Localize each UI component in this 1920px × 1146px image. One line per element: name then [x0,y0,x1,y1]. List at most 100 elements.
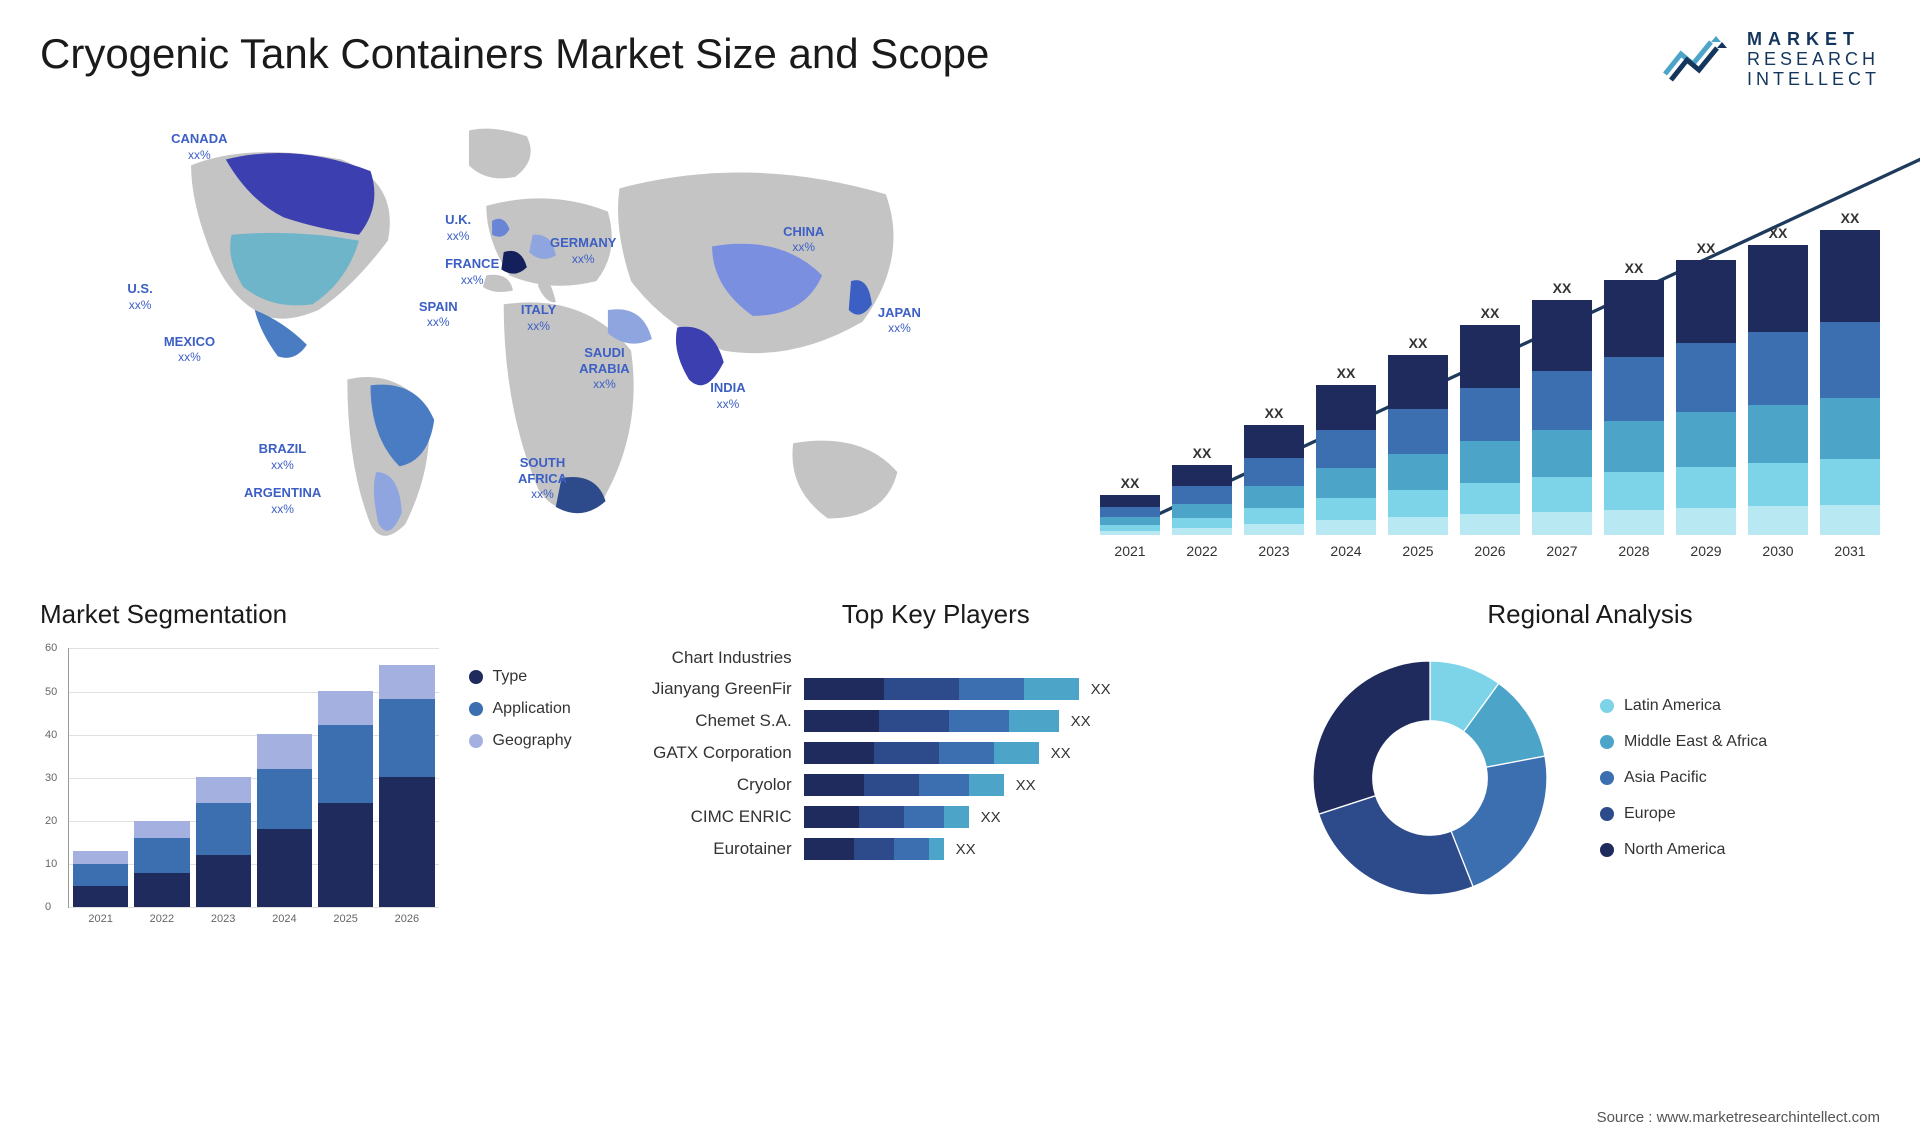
bar-value-label: XX [1265,405,1284,421]
seg-y-label: 40 [45,729,57,741]
bar-year-label: 2023 [1258,543,1289,559]
legend-label: Type [493,668,528,686]
map-label: CANADAxx% [171,131,227,162]
player-value: XX [1091,681,1111,698]
players-chart: Chart Industries Jianyang GreenFir XX Cheme… [622,648,1250,860]
logo-icon [1663,34,1735,86]
player-bar [804,774,1004,796]
seg-bar: 2023 [196,777,251,907]
player-name: Jianyang GreenFir [622,679,792,699]
player-name: Chemet S.A. [622,711,792,731]
seg-bar: 2025 [318,691,373,908]
legend-item: Middle East & Africa [1600,733,1767,751]
bar-value-label: XX [1841,210,1860,226]
map-label: SPAINxx% [419,299,458,330]
seg-bar: 2021 [73,851,128,907]
legend-label: Europe [1624,805,1676,823]
player-value: XX [1051,745,1071,762]
player-row: Eurotainer XX [622,838,1250,860]
seg-y-label: 10 [45,858,57,870]
market-size-chart: XX2021XX2022XX2023XX2024XX2025XX2026XX20… [1100,119,1880,559]
player-value: XX [981,809,1001,826]
player-bar [804,806,969,828]
player-name: Eurotainer [622,839,792,859]
market-bar: XX2022 [1172,445,1232,559]
legend-item: North America [1600,841,1767,859]
player-value: XX [1016,777,1036,794]
seg-bar: 2024 [257,734,312,907]
legend-item: Europe [1600,805,1767,823]
legend-dot [469,702,483,716]
map-label: MEXICOxx% [164,334,215,365]
bar-year-label: 2027 [1546,543,1577,559]
market-bar: XX 2021 [1100,475,1160,559]
seg-year-label: 2022 [150,913,174,925]
player-value: XX [956,841,976,858]
bar-value-label: XX [1193,445,1212,461]
segmentation-title: Market Segmentation [40,599,572,630]
bar-year-label: 2029 [1690,543,1721,559]
logo-text-2: RESEARCH [1747,50,1880,70]
legend-item: Latin America [1600,697,1767,715]
market-bar: XX2024 [1316,365,1376,559]
map-label: BRAZILxx% [259,441,307,472]
bar-year-label: 2021 [1114,543,1145,559]
legend-item: Application [469,700,572,718]
legend-dot [1600,843,1614,857]
bar-value-label: XX [1337,365,1356,381]
legend-item: Asia Pacific [1600,769,1767,787]
logo-text-3: INTELLECT [1747,70,1880,90]
seg-y-label: 20 [45,815,57,827]
bar-year-label: 2025 [1402,543,1433,559]
regional-donut [1300,648,1560,908]
regional-legend: Latin America Middle East & Africa Asia Pa… [1600,697,1767,859]
logo-text-1: MARKET [1747,30,1880,50]
legend-dot [1600,735,1614,749]
legend-label: Application [493,700,571,718]
legend-label: Geography [493,732,572,750]
seg-year-label: 2023 [211,913,235,925]
player-bar [804,678,1079,700]
legend-dot [1600,699,1614,713]
player-name: GATX Corporation [622,743,792,763]
player-row: Chart Industries [622,648,1250,668]
seg-bar: 2026 [379,665,434,908]
seg-year-label: 2026 [395,913,419,925]
seg-y-label: 60 [45,642,57,654]
seg-y-label: 0 [45,901,51,913]
bar-year-label: 2026 [1474,543,1505,559]
seg-bar: 2022 [134,821,189,908]
legend-item: Geography [469,732,572,750]
map-label: SOUTHAFRICAxx% [518,455,567,502]
bar-value-label: XX [1121,475,1140,491]
player-name: Cryolor [622,775,792,795]
market-bar: XX 2025 [1388,335,1448,559]
segmentation-chart: 0102030405060 202120222023202420252026 [68,648,439,908]
player-value: XX [1071,713,1091,730]
legend-label: Asia Pacific [1624,769,1707,787]
map-label: SAUDIARABIAxx% [579,345,630,392]
market-bar: XX2026 [1460,305,1520,559]
legend-item: Type [469,668,572,686]
market-bar: XX2027 [1532,280,1592,559]
player-name: Chart Industries [622,648,792,668]
map-label: FRANCExx% [445,256,499,287]
world-map: CANADAxx%U.S.xx%MEXICOxx%BRAZILxx%ARGENT… [40,119,1060,559]
seg-y-label: 50 [45,686,57,698]
player-bar [804,742,1039,764]
legend-dot [1600,771,1614,785]
map-label: GERMANYxx% [550,235,616,266]
player-row: GATX Corporation XX [622,742,1250,764]
segmentation-legend: Type Application Geography [469,648,572,959]
legend-dot [469,734,483,748]
map-label: JAPANxx% [878,305,921,336]
seg-y-label: 30 [45,772,57,784]
bar-value-label: XX [1409,335,1428,351]
page-title: Cryogenic Tank Containers Market Size an… [40,30,989,78]
source-text: Source : www.marketresearchintellect.com [1597,1109,1880,1126]
legend-dot [1600,807,1614,821]
bar-value-label: XX [1769,225,1788,241]
bar-value-label: XX [1625,260,1644,276]
market-bar: XX 2023 [1244,405,1304,559]
bar-value-label: XX [1697,240,1716,256]
